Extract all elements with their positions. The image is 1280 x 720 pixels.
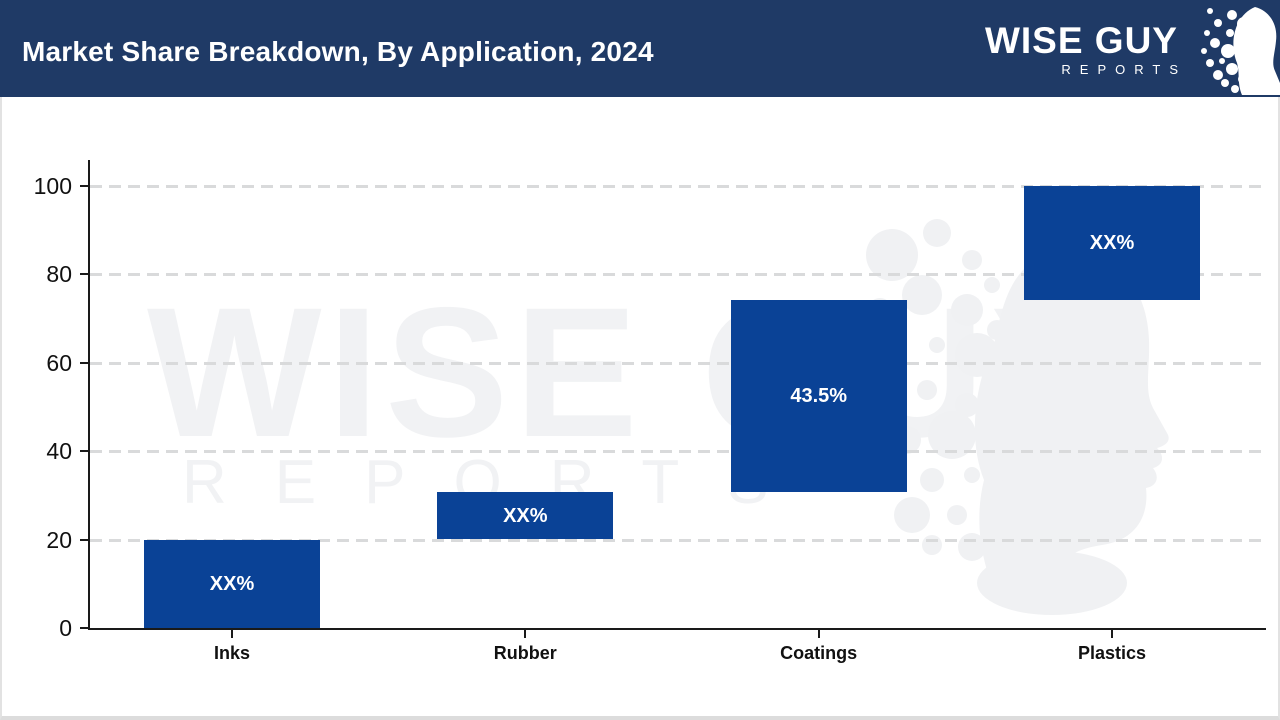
gridline (90, 450, 1264, 454)
bar-plastics: XX% (1024, 186, 1200, 300)
gridline (90, 273, 1264, 277)
logo-subtitle: REPORTS (1061, 62, 1187, 77)
y-tick-label: 100 (33, 173, 72, 199)
y-tick (80, 185, 90, 187)
bar-value-label: XX% (503, 504, 548, 527)
x-tick (524, 630, 527, 638)
chart-area: WISE GUY REPORTS 0 20 40 60 80 100 XX% Inks XX% R… (0, 97, 1280, 720)
bar-value-label: XX% (1089, 231, 1135, 254)
y-tick-label: 80 (46, 261, 72, 288)
logo-wordmark: WISE GUY (984, 20, 1178, 61)
y-tick (80, 273, 90, 276)
logo-text: WISE GUY REPORTS (985, 22, 1178, 76)
x-tick-label: Inks (213, 643, 251, 663)
gridline (90, 185, 1264, 188)
bar-value-label: XX% (209, 573, 255, 596)
y-tick (80, 361, 90, 364)
x-tick (817, 630, 820, 638)
dotted-face-icon (1201, 7, 1280, 95)
x-tick-label: Coatings (780, 643, 858, 663)
plot: 0 20 40 60 80 100 XX% Inks XX% Rubber 43.5% Coating… (2, 97, 1278, 716)
y-tick (80, 450, 90, 453)
bar-rubber: XX% (437, 491, 614, 540)
bar-inks: XX% (144, 540, 320, 628)
gridline (90, 361, 1264, 365)
y-tick (80, 627, 90, 629)
y-tick-label: 60 (46, 349, 72, 376)
y-tick (80, 538, 90, 541)
x-tick-label: Rubber (493, 643, 557, 663)
watermark-face-icon (866, 219, 1169, 615)
y-tick-label: 0 (59, 615, 72, 641)
y-axis (88, 160, 90, 630)
bar-coatings: 43.5% (730, 299, 907, 492)
y-tick-label: 40 (46, 438, 72, 465)
gridline (90, 538, 1264, 542)
x-tick (231, 630, 233, 638)
x-tick (1111, 630, 1113, 638)
header-bar: Market Share Breakdown, By Application, … (0, 0, 1280, 97)
y-tick-label: 20 (46, 526, 72, 553)
x-tick-label: Plastics (1077, 643, 1147, 663)
wise-guy-logo: WISE GUY REPORTS (985, 4, 1280, 95)
x-axis (88, 628, 1266, 630)
page-title: Market Share Breakdown, By Application, … (22, 36, 654, 67)
bar-value-label: 43.5% (790, 384, 848, 407)
